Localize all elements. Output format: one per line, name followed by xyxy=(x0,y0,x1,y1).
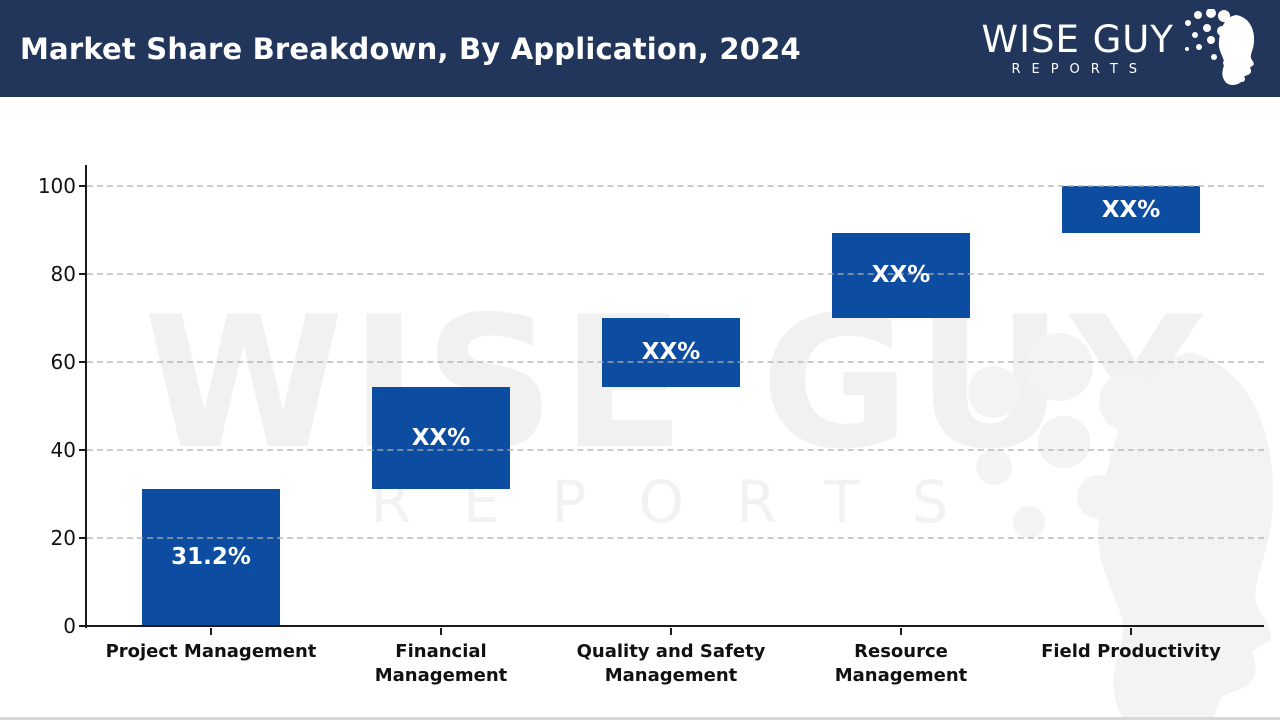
x-tick-2 xyxy=(440,628,442,635)
y-tick-100 xyxy=(79,185,86,187)
bar-value-label-1: 31.2% xyxy=(171,544,251,571)
x-category-label-5: Field Productivity xyxy=(1041,641,1221,662)
bar-value-label-4: XX% xyxy=(871,262,931,289)
chart-title: Market Share Breakdown, By Application, … xyxy=(20,31,801,66)
y-tick-label-20: 20 xyxy=(50,526,76,550)
y-tick-0 xyxy=(79,625,86,627)
x-category-label-2: Financial Management xyxy=(374,641,508,687)
gridline-100 xyxy=(87,185,1264,187)
y-tick-80 xyxy=(79,273,86,275)
y-tick-60 xyxy=(79,361,86,363)
y-tick-label-100: 100 xyxy=(37,174,76,198)
logo-wordmark: WISE GUY REPORTS xyxy=(982,21,1174,76)
gridline-40 xyxy=(87,449,1264,451)
y-axis-spine xyxy=(85,165,87,628)
wiseguy-logo: WISE GUY REPORTS xyxy=(982,8,1254,89)
gridline-80 xyxy=(87,273,1264,275)
x-axis-spine xyxy=(85,625,1264,627)
x-category-label-3: Quality and Safety Management xyxy=(576,641,766,687)
bar-value-label-2: XX% xyxy=(411,424,471,451)
x-category-label-4: Resource Management xyxy=(834,641,968,687)
plot-area: WISE GUY REPORTS 0 20 40 60 80 100 31.2% Projec… xyxy=(0,97,1280,720)
bar-4 xyxy=(832,233,970,318)
x-tick-4 xyxy=(900,628,902,635)
bar-value-label-5: XX% xyxy=(1101,196,1161,223)
y-tick-label-60: 60 xyxy=(50,350,76,374)
bar-3 xyxy=(602,317,740,387)
bar-5 xyxy=(1062,186,1200,234)
y-tick-20 xyxy=(79,537,86,539)
wiseguy-face-icon xyxy=(1185,8,1254,85)
x-tick-5 xyxy=(1130,628,1132,635)
gridline-20 xyxy=(87,537,1264,539)
bottom-border xyxy=(0,717,1280,720)
x-tick-3 xyxy=(670,628,672,635)
y-tick-label-40: 40 xyxy=(50,438,76,462)
logo-subtext: REPORTS xyxy=(1011,62,1149,77)
bar-value-label-3: XX% xyxy=(641,339,701,366)
y-tick-label-80: 80 xyxy=(50,262,76,286)
gridline-60 xyxy=(87,361,1264,363)
bar-2 xyxy=(372,386,510,489)
x-category-label-1: Project Management xyxy=(105,641,317,662)
x-tick-1 xyxy=(210,628,212,635)
bar-1 xyxy=(142,488,280,626)
header: Market Share Breakdown, By Application, … xyxy=(0,0,1280,97)
y-tick-40 xyxy=(79,449,86,451)
y-tick-label-0: 0 xyxy=(63,614,76,638)
logo-name: WISE GUY xyxy=(981,18,1174,61)
